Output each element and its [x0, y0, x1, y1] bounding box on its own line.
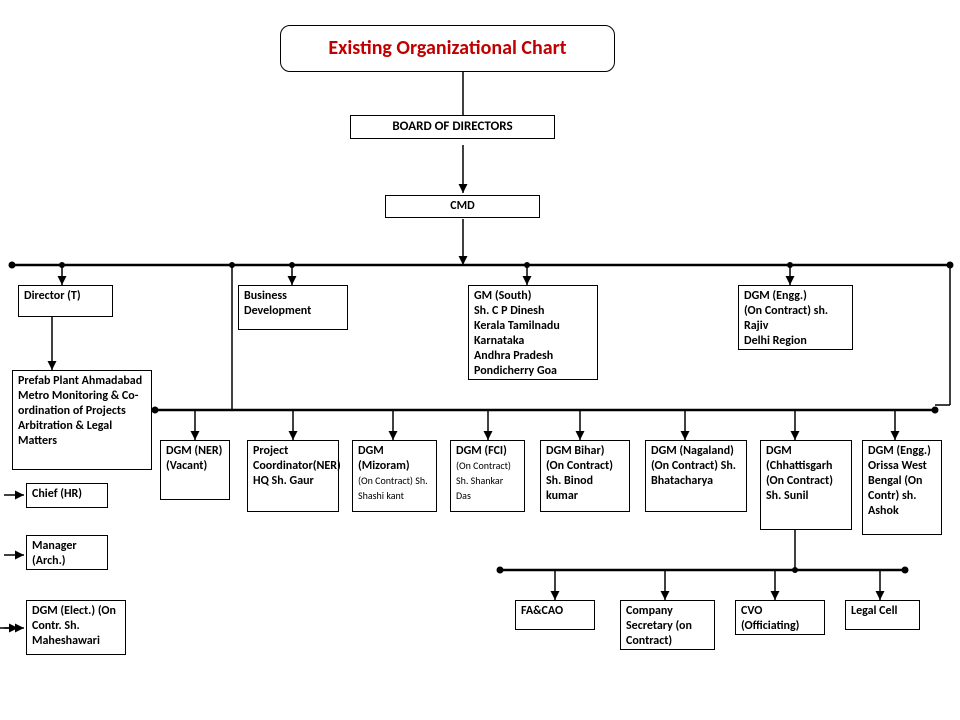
- legal-cell: Legal Cell: [845, 600, 920, 630]
- dgm-chhattisgarh: DGM (Chhattisgarh (On Contract) Sh. Suni…: [760, 440, 852, 530]
- dgm-mizoram-title: DGM (Mizoram): [358, 444, 410, 473]
- director-t: Director (T): [18, 285, 113, 317]
- dgm-engg-orissa: DGM (Engg.) Orissa West Bengal (On Contr…: [862, 440, 942, 535]
- cmd: CMD: [385, 195, 540, 218]
- chart-title: Existing Organizational Chart: [280, 25, 615, 72]
- dgm-nagaland: DGM (Nagaland) (On Contract) Sh. Bhatach…: [645, 440, 747, 512]
- dgm-mizoram: DGM (Mizoram) (On Contract) Sh. Shashi k…: [352, 440, 437, 512]
- company-secretary: Company Secretary (on Contract): [620, 600, 715, 650]
- dgm-fci-title: DGM (FCI): [456, 444, 507, 458]
- manager-arch: Manager (Arch.): [26, 535, 108, 570]
- board-of-directors: BOARD OF DIRECTORS: [350, 115, 555, 139]
- chief-hr: Chief (HR): [26, 483, 108, 508]
- dgm-bihar: DGM Bihar) (On Contract) Sh. Binod kumar: [540, 440, 630, 512]
- cvo: CVO (Officiating): [735, 600, 825, 635]
- fa-cao: FA&CAO: [515, 600, 595, 630]
- prefab-plant: Prefab Plant Ahmadabad Metro Monitoring …: [12, 370, 152, 470]
- dgm-mizoram-sub: (On Contract) Sh. Shashi kant: [358, 474, 428, 502]
- dgm-elect: DGM (Elect.) (On Contr. Sh. Maheshawari: [26, 600, 126, 655]
- dgm-fci-sub: (On Contract) Sh. Shankar Das: [456, 459, 511, 502]
- gm-south: GM (South) Sh. C P Dinesh Kerala Tamilna…: [468, 285, 598, 380]
- dgm-engg-delhi: DGM (Engg.) (On Contract) sh. Rajiv Delh…: [738, 285, 853, 350]
- business-development: Business Development: [238, 285, 348, 330]
- project-coordinator: Project Coordinator(NER) HQ Sh. Gaur: [247, 440, 339, 512]
- dgm-ner: DGM (NER) (Vacant): [160, 440, 230, 500]
- dgm-fci: DGM (FCI) (On Contract) Sh. Shankar Das: [450, 440, 525, 512]
